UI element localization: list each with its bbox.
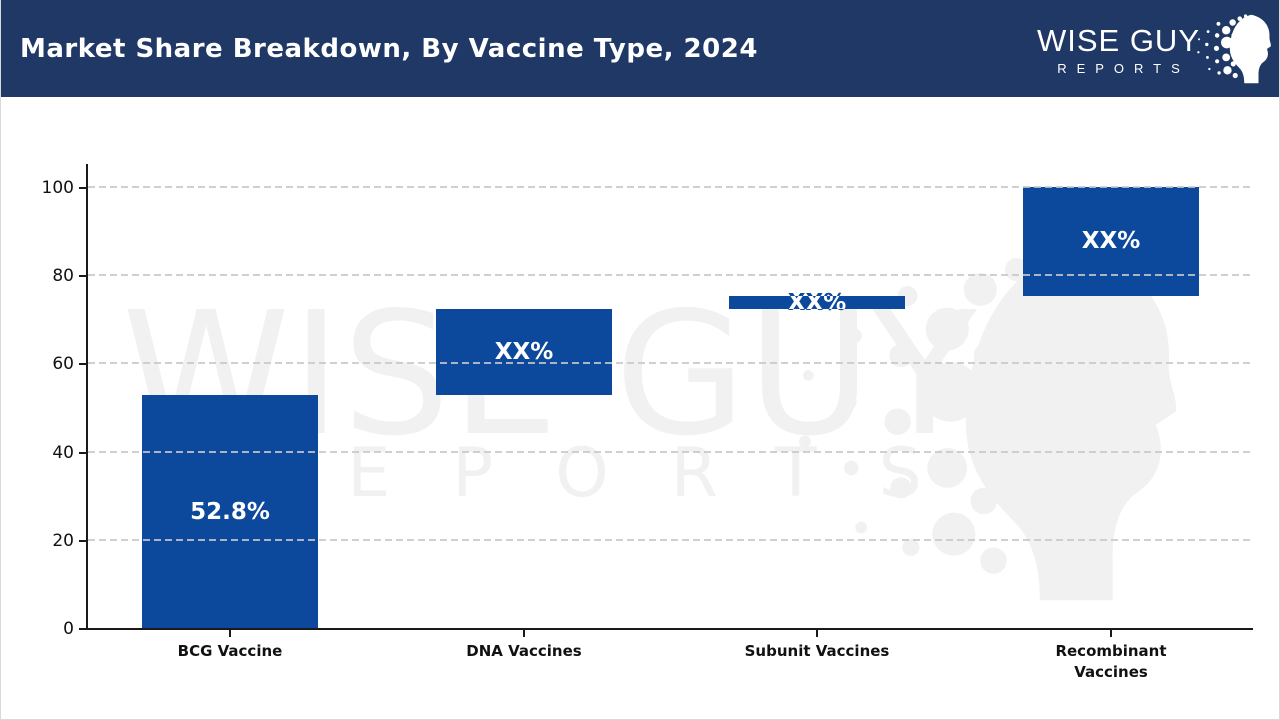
brand-logo-text: WISE GUY REPORTS <box>1037 23 1200 76</box>
y-tick-mark <box>79 628 86 630</box>
x-tick-mark <box>523 630 525 637</box>
y-tick-label: 0 <box>63 619 74 639</box>
gridline <box>88 362 1252 365</box>
y-tick-mark <box>79 275 86 278</box>
x-tick-mark <box>1110 630 1112 637</box>
bar-segment: 52.8% <box>142 395 318 628</box>
y-tick-label: 100 <box>41 178 74 198</box>
y-tick-mark <box>79 363 86 366</box>
category-label: Recombinant Vaccines <box>1055 642 1167 681</box>
y-tick-label: 80 <box>52 266 74 287</box>
chart-area: WISE GUY REPORTS 52.8%52.8%XX%XX%XX%XX%X… <box>0 97 1280 720</box>
y-tick-label: 20 <box>52 530 74 551</box>
brand-logo: WISE GUY REPORTS <box>1037 6 1274 92</box>
brand-name: WISE GUY <box>1036 22 1200 58</box>
y-axis <box>86 164 88 630</box>
x-tick-mark <box>229 630 231 637</box>
bar-segment: XX% <box>436 309 612 396</box>
bar-segment: XX% <box>729 295 905 310</box>
gridline <box>88 274 1252 277</box>
category-label: BCG Vaccine <box>177 642 283 660</box>
y-tick-label: 60 <box>52 354 74 375</box>
category-label: DNA Vaccines <box>466 642 582 660</box>
bar-segment: XX% <box>1023 187 1199 296</box>
category-label: Subunit Vaccines <box>744 642 890 660</box>
bar-value-label: XX% <box>494 339 554 366</box>
y-tick-label: 40 <box>52 442 74 463</box>
brand-face-icon <box>1190 8 1274 90</box>
chart-title: Market Share Breakdown, By Vaccine Type,… <box>20 33 758 64</box>
y-tick-mark <box>79 187 86 189</box>
gridline <box>88 538 1252 541</box>
gridline <box>88 450 1252 453</box>
bar-value-label: XX% <box>1081 228 1141 255</box>
bar-value-label: XX% <box>787 295 847 310</box>
y-tick-mark <box>79 451 86 454</box>
bar-value-label: 52.8% <box>190 498 270 525</box>
x-tick-mark <box>816 630 818 637</box>
header-bar: Market Share Breakdown, By Vaccine Type,… <box>0 0 1280 97</box>
y-tick-mark <box>79 539 86 542</box>
x-axis <box>86 628 1253 630</box>
gridline <box>88 186 1252 188</box>
brand-subtitle: REPORTS <box>1057 60 1190 76</box>
